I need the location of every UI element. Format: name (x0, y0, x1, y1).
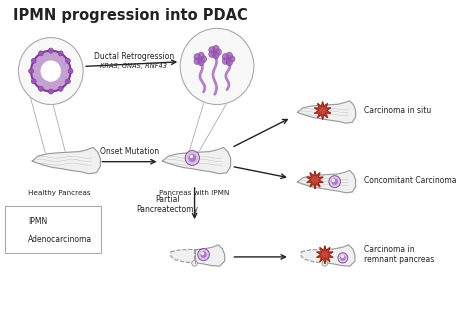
Circle shape (338, 253, 348, 263)
Polygon shape (298, 171, 356, 193)
Circle shape (48, 48, 53, 53)
Circle shape (65, 58, 71, 63)
Circle shape (215, 49, 221, 55)
Circle shape (209, 47, 215, 53)
Circle shape (11, 215, 22, 227)
Polygon shape (298, 101, 356, 123)
Circle shape (41, 60, 61, 82)
Circle shape (213, 45, 219, 52)
Circle shape (48, 89, 53, 94)
Circle shape (201, 56, 207, 62)
Circle shape (198, 249, 210, 261)
Circle shape (194, 53, 200, 60)
Polygon shape (307, 171, 323, 189)
Circle shape (340, 255, 346, 261)
Circle shape (188, 154, 196, 162)
Circle shape (18, 38, 83, 105)
Circle shape (13, 218, 20, 224)
Text: Pancreas with IPMN: Pancreas with IPMN (159, 190, 230, 195)
Text: Concomitant Carcinoma: Concomitant Carcinoma (365, 176, 457, 185)
Circle shape (226, 59, 233, 66)
Polygon shape (301, 245, 355, 266)
Text: Carcinoma in
remnant pancreas: Carcinoma in remnant pancreas (365, 245, 435, 264)
Circle shape (38, 51, 44, 56)
Text: Partial
Pancreatectomy: Partial Pancreatectomy (137, 195, 199, 214)
Text: IPMN: IPMN (28, 217, 47, 226)
Circle shape (31, 51, 71, 92)
Circle shape (222, 58, 228, 64)
Text: Adenocarcinoma: Adenocarcinoma (28, 235, 92, 244)
Text: Carcinoma in situ: Carcinoma in situ (365, 106, 432, 115)
Text: Ductal Retrogression: Ductal Retrogression (94, 52, 174, 61)
Circle shape (31, 79, 36, 84)
Circle shape (198, 52, 204, 59)
Circle shape (58, 51, 63, 56)
FancyBboxPatch shape (5, 206, 100, 253)
Circle shape (229, 56, 235, 62)
Circle shape (68, 69, 73, 73)
Polygon shape (32, 148, 100, 174)
Circle shape (213, 52, 219, 59)
Polygon shape (163, 148, 231, 174)
Polygon shape (314, 102, 331, 119)
Circle shape (222, 53, 228, 60)
Text: IPMN progression into PDAC: IPMN progression into PDAC (13, 8, 247, 23)
Circle shape (65, 79, 71, 84)
Circle shape (331, 178, 338, 185)
Text: KRAS, GNAS, RNF43: KRAS, GNAS, RNF43 (100, 63, 167, 69)
Circle shape (180, 28, 254, 105)
Circle shape (226, 52, 233, 59)
Circle shape (28, 69, 34, 73)
Circle shape (329, 175, 341, 188)
Circle shape (38, 86, 44, 91)
Text: Onset Mutation: Onset Mutation (100, 147, 159, 156)
Circle shape (198, 59, 204, 66)
Polygon shape (10, 232, 24, 247)
Circle shape (58, 86, 63, 91)
Circle shape (31, 58, 36, 63)
Circle shape (201, 251, 207, 258)
Circle shape (185, 151, 200, 165)
Circle shape (322, 260, 328, 266)
Polygon shape (171, 245, 225, 266)
Circle shape (194, 58, 200, 64)
Polygon shape (317, 246, 333, 263)
Circle shape (209, 51, 215, 57)
Text: Healthy Pancreas: Healthy Pancreas (28, 190, 91, 195)
Circle shape (192, 260, 197, 266)
